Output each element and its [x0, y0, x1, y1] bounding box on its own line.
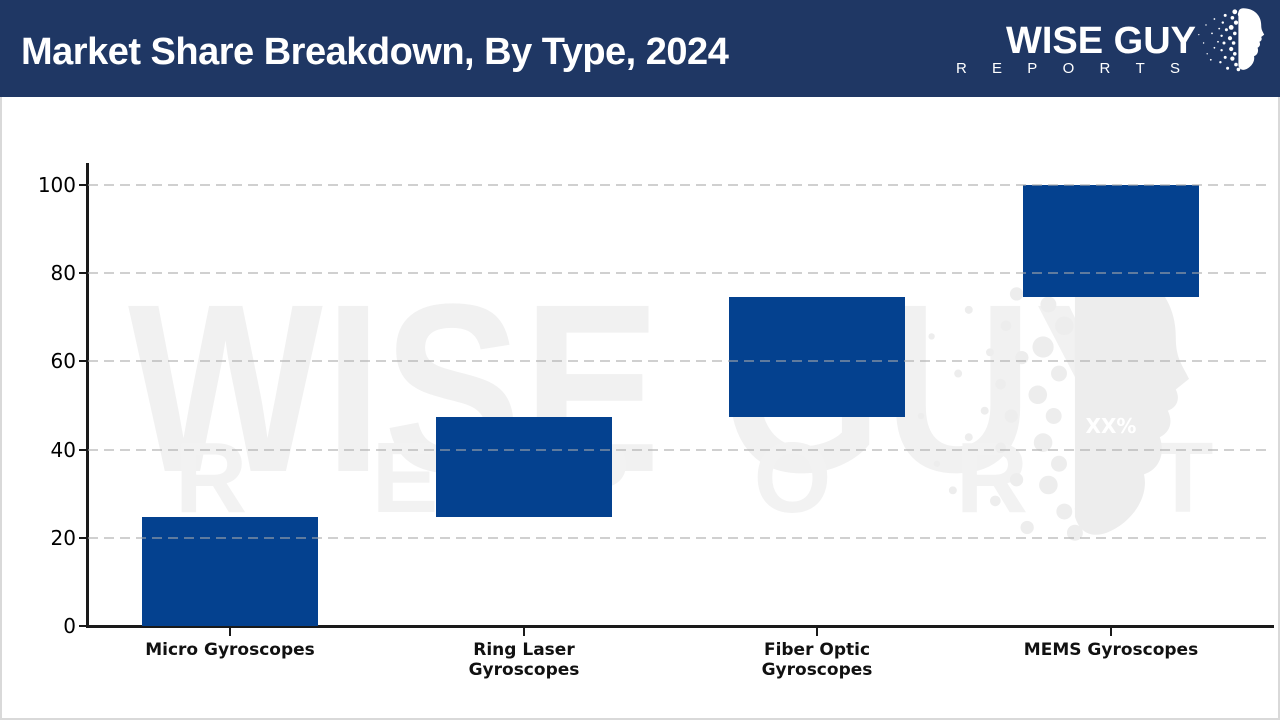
gridline-y-60 — [88, 360, 1272, 363]
x-axis-line — [86, 625, 1274, 628]
x-tick-3 — [816, 628, 818, 636]
gridline-y-100 — [88, 184, 1272, 186]
x-tick-4 — [1110, 628, 1112, 636]
page-border-left — [0, 97, 2, 720]
y-tick-40 — [79, 448, 88, 451]
header-bar: Market Share Breakdown, By Type, 2024 WI… — [0, 0, 1280, 97]
waterfall-bar-4: XX% — [1023, 185, 1199, 438]
bar-value-label: XX% — [1085, 414, 1137, 439]
x-tick-2 — [523, 628, 525, 636]
bar-value-label: 27.1% — [782, 642, 852, 667]
y-axis-line — [86, 163, 89, 628]
wise-guy-reports-logo: WISE GUY R E P O R T S — [956, 0, 1268, 97]
gridline-y-40 — [88, 448, 1272, 451]
category-label-1: Micro Gyroscopes — [145, 640, 315, 660]
page-border-right — [1278, 97, 1280, 720]
logo-head-dots-icon — [1198, 8, 1265, 72]
y-tick-80 — [79, 272, 88, 275]
y-tick-20 — [79, 536, 88, 539]
logo-reports-text: R E P O R T S — [955, 60, 1192, 77]
y-tick-label-60: 60 — [50, 349, 76, 374]
y-tick-label-20: 20 — [50, 525, 76, 550]
y-tick-label-100: 100 — [37, 173, 76, 197]
gridline-y-20 — [88, 536, 1272, 539]
y-tick-label-0: 0 — [63, 614, 76, 638]
y-tick-100 — [79, 184, 88, 186]
waterfall-bar-1: XX% — [142, 517, 318, 626]
y-tick-label-80: 80 — [50, 261, 76, 286]
chart-title: Market Share Breakdown, By Type, 2024 — [21, 31, 729, 73]
logo-wiseguy-text: WISE GUY — [1005, 20, 1196, 62]
category-label-4: MEMS Gyroscopes — [1023, 640, 1199, 660]
waterfall-bar-3: 27.1% — [729, 297, 905, 667]
y-tick-label-40: 40 — [50, 437, 76, 462]
category-label-2: Ring Laser Gyroscopes — [468, 640, 580, 680]
category-label-3: Fiber Optic Gyroscopes — [761, 640, 873, 680]
x-tick-1 — [229, 628, 231, 636]
gridline-y-80 — [88, 272, 1272, 275]
waterfall-bar-2: XX% — [436, 416, 612, 518]
y-tick-60 — [79, 360, 88, 363]
page-border-bottom — [0, 718, 1280, 720]
y-tick-0 — [79, 625, 88, 627]
